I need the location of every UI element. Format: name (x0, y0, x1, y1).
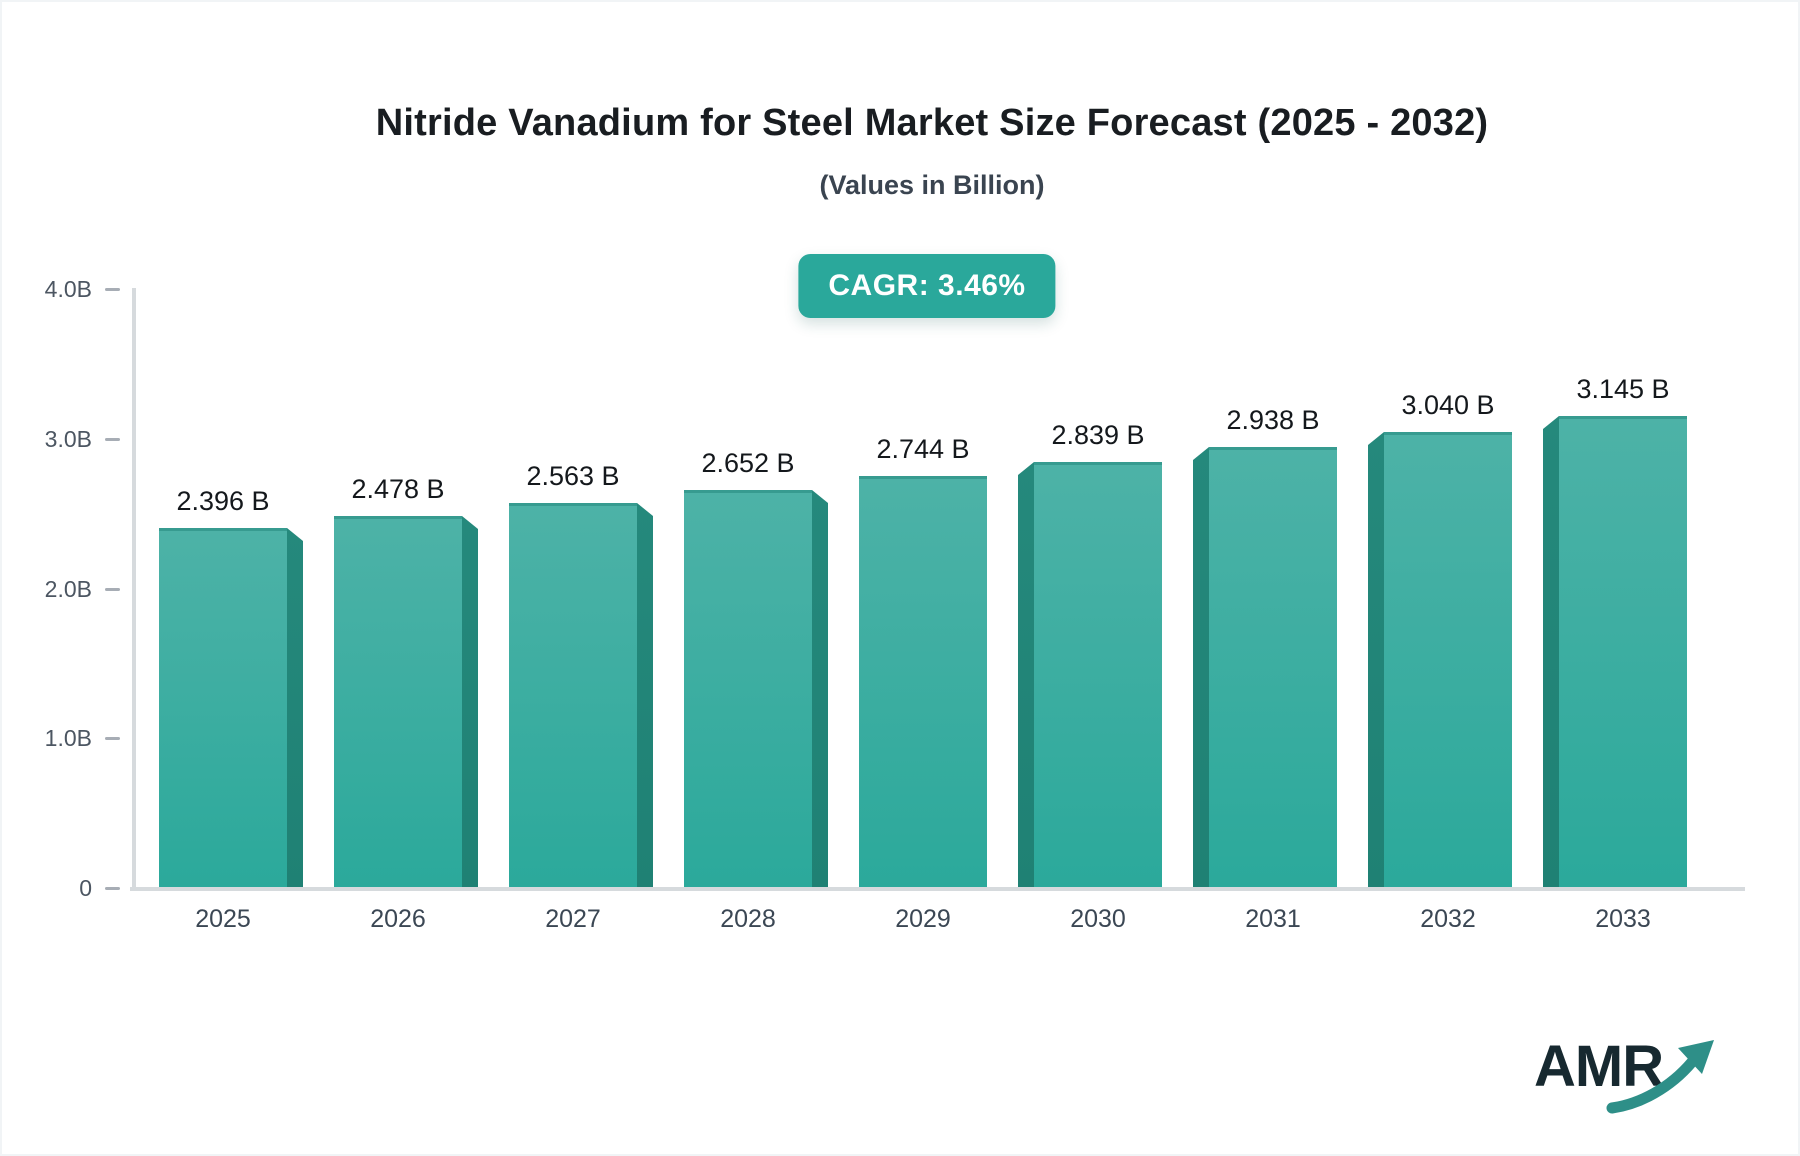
bar-value-label: 3.040 B (1401, 390, 1495, 420)
bar-group-2032 (1368, 432, 1512, 887)
y-axis-line (132, 288, 136, 891)
bar-value-label: 2.652 B (701, 448, 795, 478)
x-axis-line (130, 887, 1745, 891)
bar-front[interactable] (684, 490, 812, 887)
cagr-badge: CAGR: 3.46% (798, 254, 1056, 318)
x-tick-label-2025: 2025 (195, 905, 251, 933)
bar-value-label: 2.744 B (876, 434, 970, 464)
x-tick-label-2028: 2028 (720, 905, 776, 933)
x-tick-label-2029: 2029 (895, 905, 951, 933)
bar-group-2033 (1543, 416, 1687, 887)
amr-logo-text: AMR (1534, 1034, 1664, 1099)
y-tick-label: 4.0B (44, 276, 92, 302)
bar-side-face (1193, 447, 1209, 887)
bar-value-label: 2.563 B (526, 461, 620, 491)
bar-group-2026 (334, 516, 478, 887)
bar-side-face (462, 516, 478, 887)
y-tick-label: 3.0B (44, 425, 92, 452)
bar-group-2031 (1193, 447, 1337, 887)
bar-group-2027 (509, 503, 653, 887)
bar-front[interactable] (1384, 432, 1512, 887)
bar-side-face (812, 490, 828, 887)
bar-side-face (1018, 462, 1034, 887)
x-tick-label-2026: 2026 (370, 905, 426, 933)
bar-group-2029 (859, 476, 987, 887)
y-tick-mark (105, 887, 120, 890)
x-tick-label-2033: 2033 (1595, 905, 1651, 933)
growth-arrow-icon (1606, 1040, 1714, 1114)
bar-side-face (287, 528, 303, 887)
bar-front[interactable] (1559, 416, 1687, 887)
bar-value-label: 2.396 B (176, 486, 270, 516)
bar-value-label: 2.938 B (1226, 405, 1320, 435)
bar-group-2028 (684, 490, 828, 887)
y-tick-label: 1.0B (44, 725, 92, 752)
bar-value-label: 2.478 B (351, 474, 445, 504)
bar-front[interactable] (1034, 462, 1162, 887)
bar-side-face (637, 503, 653, 887)
bar-group-2025 (159, 528, 303, 887)
chart-subtitle: (Values in Billion) (819, 170, 1045, 200)
x-tick-label-2031: 2031 (1245, 905, 1301, 933)
chart-title: Nitride Vanadium for Steel Market Size F… (375, 102, 1489, 144)
bar-front[interactable] (334, 516, 462, 887)
bar-value-label: 3.145 B (1576, 374, 1670, 404)
x-tick-label-2027: 2027 (545, 905, 601, 933)
y-tick-label: 0 (79, 875, 92, 901)
bar-front[interactable] (1209, 447, 1337, 887)
bar-side-face (1368, 432, 1384, 887)
y-tick-mark (105, 737, 120, 741)
amr-logo: AMR (1534, 1038, 1734, 1128)
y-tick-mark (105, 288, 120, 291)
y-tick-mark (105, 437, 120, 441)
bar-value-label: 2.839 B (1051, 420, 1145, 450)
y-tick-mark (105, 587, 120, 591)
bar-group-2030 (1018, 462, 1162, 887)
x-tick-label-2032: 2032 (1420, 905, 1476, 933)
bar-front[interactable] (159, 528, 287, 887)
bar-front[interactable] (859, 476, 987, 887)
x-tick-label-2030: 2030 (1070, 905, 1126, 933)
bar-side-face (1543, 416, 1559, 887)
bar-front[interactable] (509, 503, 637, 887)
y-tick-label: 2.0B (44, 575, 92, 602)
